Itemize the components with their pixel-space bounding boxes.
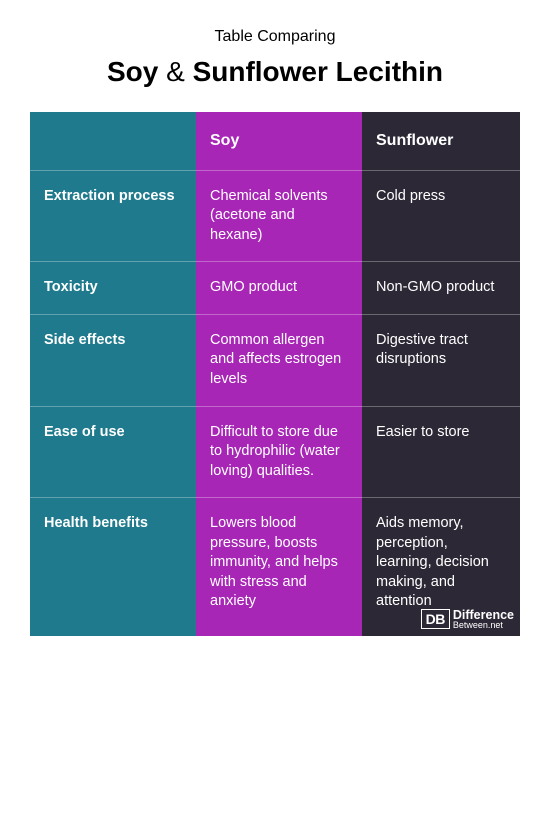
title-amp: &: [158, 56, 192, 87]
header-cell-soy: Soy: [196, 112, 362, 171]
cell-sunflower: Digestive tract disruptions: [362, 315, 520, 407]
cell-soy: Common allergen and affects estrogen lev…: [196, 315, 362, 407]
cell-sunflower: Easier to store: [362, 407, 520, 499]
table-row: Extraction process Chemical solvents (ac…: [30, 171, 520, 263]
row-label: Side effects: [30, 315, 196, 407]
comparison-table: Soy Sunflower Extraction process Chemica…: [30, 112, 520, 636]
row-label: Ease of use: [30, 407, 196, 499]
row-label: Extraction process: [30, 171, 196, 263]
row-label: Health benefits: [30, 498, 196, 636]
table-row: Toxicity GMO product Non-GMO product: [30, 262, 520, 315]
logo-line2: Between.net: [453, 621, 514, 630]
site-logo: DB Difference Between.net: [421, 609, 514, 631]
cell-soy: Difficult to store due to hydrophilic (w…: [196, 407, 362, 499]
table-row: Ease of use Difficult to store due to hy…: [30, 407, 520, 499]
table-row: Side effects Common allergen and affects…: [30, 315, 520, 407]
table-header-row: Soy Sunflower: [30, 112, 520, 171]
table-subtitle: Table Comparing: [107, 28, 443, 46]
cell-soy: Lowers blood pressure, boosts immunity, …: [196, 498, 362, 636]
header-cell-empty: [30, 112, 196, 171]
title-part2: Sunflower Lecithin: [193, 56, 443, 87]
header-cell-sunflower: Sunflower: [362, 112, 520, 171]
cell-sunflower: Cold press: [362, 171, 520, 263]
header: Table Comparing Soy & Sunflower Lecithin: [107, 28, 443, 88]
cell-soy: Chemical solvents (acetone and hexane): [196, 171, 362, 263]
logo-box: DB: [421, 609, 450, 629]
title-part1: Soy: [107, 56, 158, 87]
row-label: Toxicity: [30, 262, 196, 315]
table-title: Soy & Sunflower Lecithin: [107, 56, 443, 88]
cell-soy: GMO product: [196, 262, 362, 315]
cell-sunflower: Non-GMO product: [362, 262, 520, 315]
logo-text: Difference Between.net: [453, 609, 514, 631]
